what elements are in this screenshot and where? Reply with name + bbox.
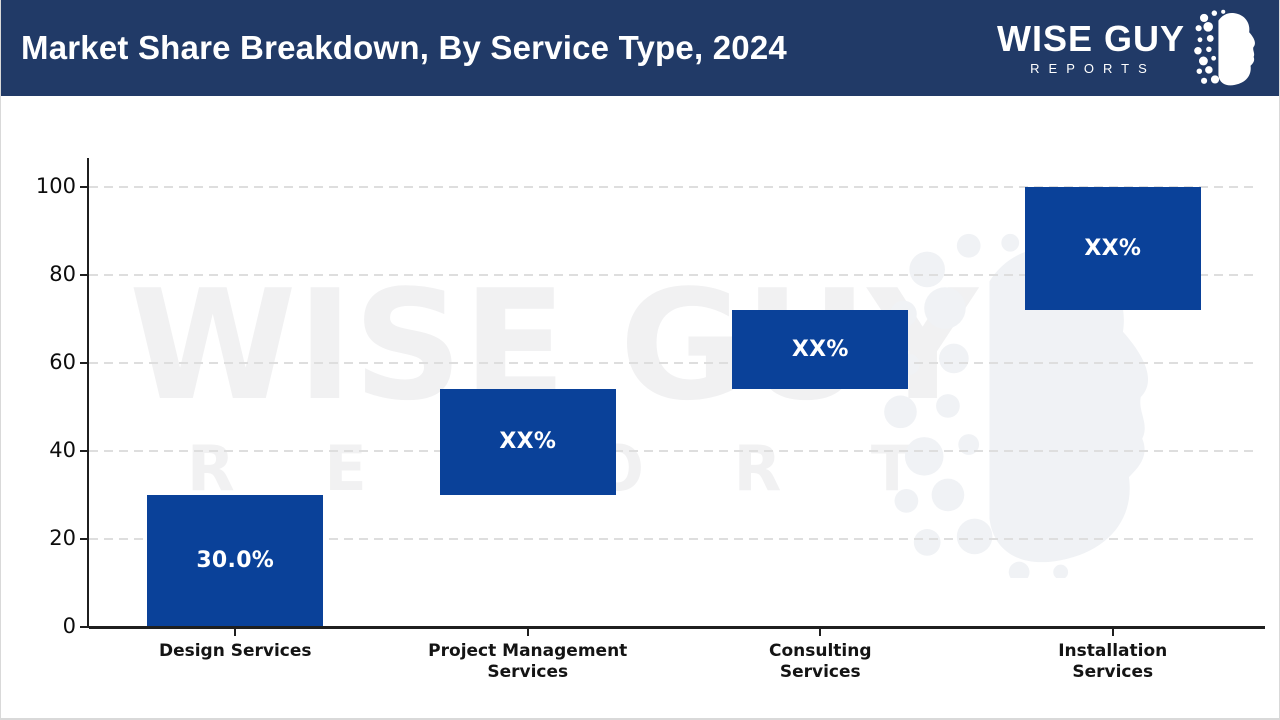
logo-face-icon bbox=[1194, 9, 1255, 86]
bar-value-label: XX% bbox=[791, 336, 849, 362]
watermark-subtitle: R E P O R T S bbox=[187, 432, 1082, 505]
bar-segment: XX% bbox=[732, 309, 909, 390]
bar-segment: XX% bbox=[439, 389, 616, 495]
x-tick-mark bbox=[234, 627, 237, 636]
header-band: Market Share Breakdown, By Service Type,… bbox=[1, 0, 1279, 96]
page-title: Market Share Breakdown, By Service Type,… bbox=[21, 29, 787, 66]
x-tick-mark bbox=[819, 627, 822, 636]
x-category-label: Installation Services bbox=[1058, 641, 1168, 682]
bar-segment: 30.0% bbox=[147, 494, 324, 627]
logo-wordmark: WISE GUY bbox=[996, 18, 1185, 59]
y-tick-label: 0 bbox=[62, 614, 76, 638]
x-category-label: Consulting Services bbox=[768, 641, 872, 682]
y-gridline bbox=[89, 449, 1259, 452]
y-gridline bbox=[89, 537, 1259, 540]
y-tick-label: 20 bbox=[49, 525, 76, 550]
bar-value-label: XX% bbox=[499, 429, 557, 455]
y-axis-line bbox=[87, 158, 89, 627]
x-category-label: Project Management Services bbox=[428, 641, 628, 682]
y-gridline bbox=[89, 185, 1259, 188]
logo-subtitle: REPORTS bbox=[1030, 61, 1156, 76]
wise-guy-logo: WISE GUY REPORTS bbox=[997, 6, 1267, 90]
bar-value-label: 30.0% bbox=[196, 548, 275, 574]
y-tick-label: 60 bbox=[49, 349, 76, 374]
y-tick-mark bbox=[80, 273, 89, 276]
x-category-label: Design Services bbox=[158, 641, 312, 661]
x-tick-mark bbox=[526, 627, 529, 636]
y-tick-label: 100 bbox=[35, 173, 76, 198]
y-tick-mark bbox=[80, 626, 89, 628]
y-gridline bbox=[89, 273, 1259, 276]
y-tick-label: 80 bbox=[49, 261, 76, 286]
y-gridline bbox=[89, 361, 1259, 364]
bar-segment: XX% bbox=[1024, 186, 1201, 310]
y-tick-mark bbox=[80, 361, 89, 364]
y-tick-mark bbox=[80, 185, 89, 188]
y-tick-mark bbox=[80, 449, 89, 452]
bar-value-label: XX% bbox=[1084, 235, 1142, 261]
x-axis-line bbox=[89, 626, 1265, 629]
y-tick-mark bbox=[80, 537, 89, 540]
x-tick-mark bbox=[1111, 627, 1114, 636]
logo-text: WISE GUY REPORTS bbox=[996, 18, 1185, 76]
y-tick-label: 40 bbox=[49, 437, 76, 462]
